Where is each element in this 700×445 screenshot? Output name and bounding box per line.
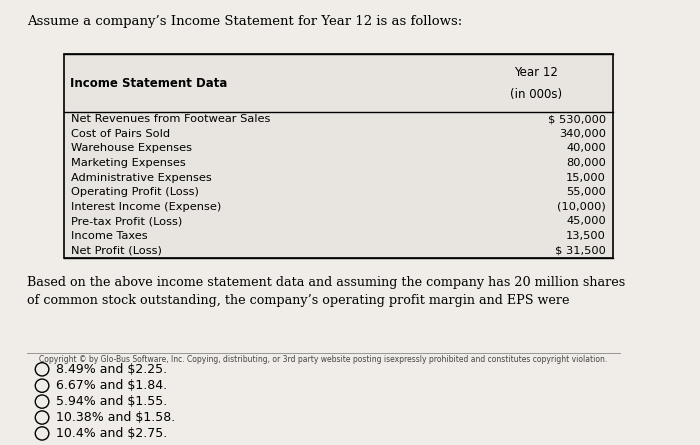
Text: 6.67% and $1.84.: 6.67% and $1.84. bbox=[56, 379, 167, 392]
Text: Marketing Expenses: Marketing Expenses bbox=[71, 158, 186, 168]
Text: Operating Profit (Loss): Operating Profit (Loss) bbox=[71, 187, 199, 197]
Text: Assume a company’s Income Statement for Year 12 is as follows:: Assume a company’s Income Statement for … bbox=[27, 15, 462, 28]
Text: Income Statement Data: Income Statement Data bbox=[70, 77, 228, 90]
Text: Year 12: Year 12 bbox=[514, 66, 558, 79]
Text: Copyright © by Glo-Bus Software, Inc. Copying, distributing, or 3rd party websit: Copyright © by Glo-Bus Software, Inc. Co… bbox=[39, 355, 608, 364]
Text: 15,000: 15,000 bbox=[566, 173, 606, 182]
Text: 5.94% and $1.55.: 5.94% and $1.55. bbox=[56, 395, 167, 408]
Text: $ 530,000: $ 530,000 bbox=[548, 114, 606, 124]
Text: 10.38% and $1.58.: 10.38% and $1.58. bbox=[56, 411, 176, 424]
Text: 55,000: 55,000 bbox=[566, 187, 606, 197]
Text: 40,000: 40,000 bbox=[566, 143, 606, 154]
Text: Warehouse Expenses: Warehouse Expenses bbox=[71, 143, 192, 154]
Text: 80,000: 80,000 bbox=[566, 158, 606, 168]
Text: 13,500: 13,500 bbox=[566, 231, 606, 241]
Text: 8.49% and $2.25.: 8.49% and $2.25. bbox=[56, 363, 167, 376]
Text: Interest Income (Expense): Interest Income (Expense) bbox=[71, 202, 221, 212]
Text: Administrative Expenses: Administrative Expenses bbox=[71, 173, 212, 182]
FancyBboxPatch shape bbox=[64, 54, 613, 258]
Text: (in 000s): (in 000s) bbox=[510, 88, 562, 101]
Text: Based on the above income statement data and assuming the company has 20 million: Based on the above income statement data… bbox=[27, 275, 625, 307]
Text: 340,000: 340,000 bbox=[559, 129, 606, 139]
Text: Income Taxes: Income Taxes bbox=[71, 231, 148, 241]
Text: $ 31,500: $ 31,500 bbox=[555, 246, 606, 255]
Text: Net Revenues from Footwear Sales: Net Revenues from Footwear Sales bbox=[71, 114, 270, 124]
Text: 45,000: 45,000 bbox=[566, 216, 606, 227]
Text: (10,000): (10,000) bbox=[557, 202, 606, 212]
Text: Pre-tax Profit (Loss): Pre-tax Profit (Loss) bbox=[71, 216, 182, 227]
Text: Net Profit (Loss): Net Profit (Loss) bbox=[71, 246, 162, 255]
Text: Cost of Pairs Sold: Cost of Pairs Sold bbox=[71, 129, 170, 139]
Text: 10.4% and $2.75.: 10.4% and $2.75. bbox=[56, 427, 167, 440]
